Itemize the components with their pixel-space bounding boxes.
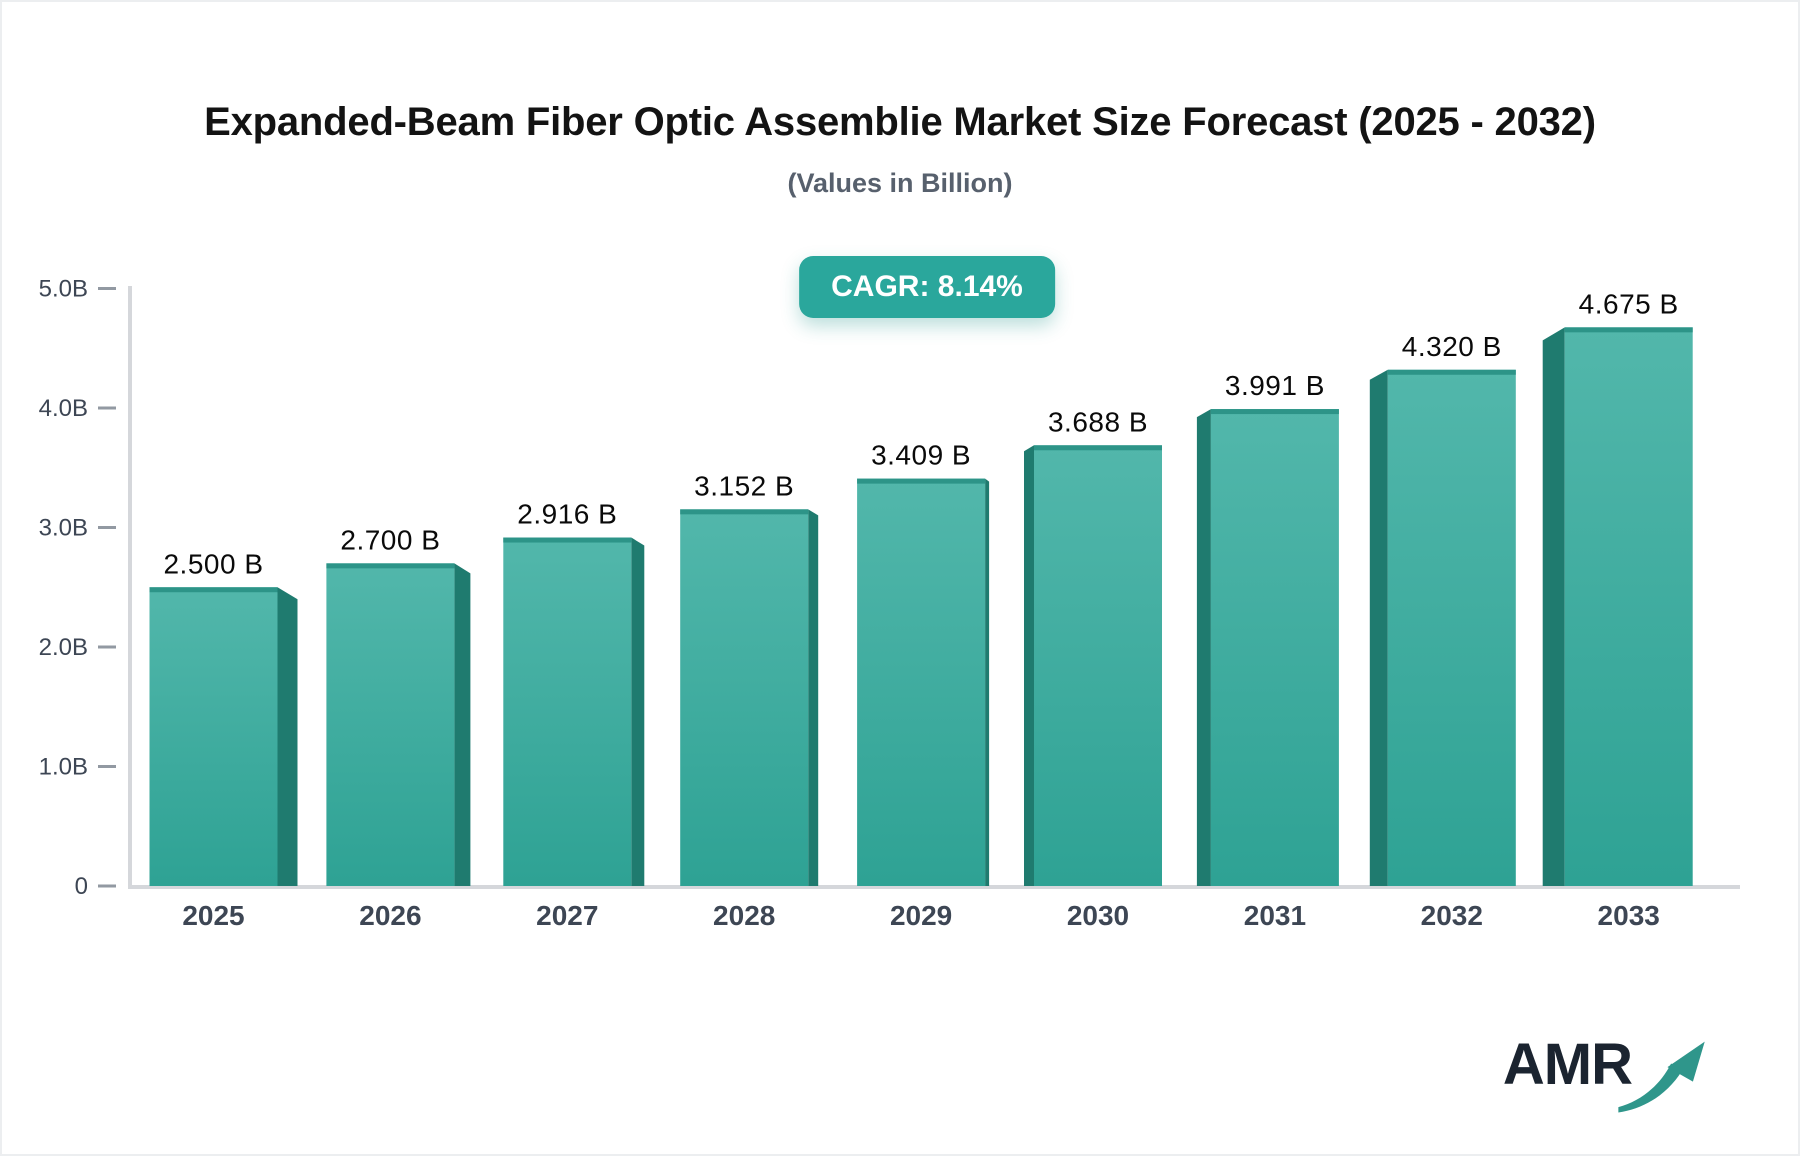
bar-side-face [277,587,298,886]
bar-2032 [1387,369,1516,886]
bar-2033 [1564,327,1693,886]
bar-value-label: 2.500 B [163,548,263,579]
bar-top-edge [149,587,278,593]
bar-value-label: 2.700 B [340,524,440,555]
x-tick-label: 2030 [1067,900,1129,931]
x-axis-line [128,885,1740,889]
y-tick-label: 1.0B [39,754,88,781]
bar-2031 [1210,409,1339,886]
y-tick-label: 2.0B [39,634,88,661]
bar-side-face [808,509,819,886]
bar-top-edge [326,563,455,569]
amr-logo: AMR [1503,1036,1708,1118]
bar-2025 [149,587,278,886]
amr-logo-text: AMR [1502,1032,1633,1097]
bar-2028 [680,509,809,886]
x-tick-label: 2028 [713,900,775,931]
bar-value-label: 2.916 B [517,499,617,530]
bar-value-label: 4.320 B [1402,331,1502,362]
x-tick-label: 2031 [1244,900,1306,931]
bar-side-face [1196,409,1211,886]
y-tick-label: 5.0B [39,276,88,303]
chart-subtitle: (Values in Billion) [787,168,1013,198]
bar-top-edge [1564,327,1693,333]
chart-title: Expanded-Beam Fiber Optic Assemblie Mark… [204,100,1596,144]
bar-2029 [857,478,986,886]
x-tick-label: 2029 [890,900,952,931]
bar-top-edge [1210,409,1339,415]
bar-side-face [1024,445,1034,886]
bar-top-edge [1387,369,1516,375]
bar-value-label: 3.688 B [1048,406,1148,437]
bar-2030 [1034,445,1162,886]
bar-side-face [985,478,990,886]
x-tick-label: 2025 [182,900,244,931]
bar-value-label: 3.409 B [871,440,971,471]
bar-value-label: 4.675 B [1579,288,1679,319]
cagr-badge-label: CAGR: 8.14% [831,270,1023,303]
y-tick-label: 4.0B [39,395,88,422]
bar-side-face [1369,369,1388,886]
bar-top-edge [857,478,986,484]
y-tick-label: 3.0B [39,515,88,542]
x-tick-label: 2033 [1598,900,1660,931]
bar-side-face [631,537,645,886]
bar-value-label: 3.991 B [1225,370,1325,401]
bar-top-edge [503,537,632,543]
bar-side-face [454,563,471,886]
x-tick-label: 2027 [536,900,598,931]
x-tick-label: 2026 [359,900,421,931]
bar-side-face [1542,327,1565,886]
bar-top-edge [680,509,809,515]
y-tick-label: 0 [75,873,88,900]
bar-2027 [503,537,632,886]
growth-arrow-icon [1618,1041,1705,1113]
bar-top-edge [1034,445,1162,451]
bar-value-label: 3.152 B [694,470,794,501]
cagr-badge: CAGR: 8.14% [799,256,1055,318]
x-tick-label: 2032 [1421,900,1483,931]
y-axis-line [128,286,132,888]
bar-2026 [326,563,455,886]
